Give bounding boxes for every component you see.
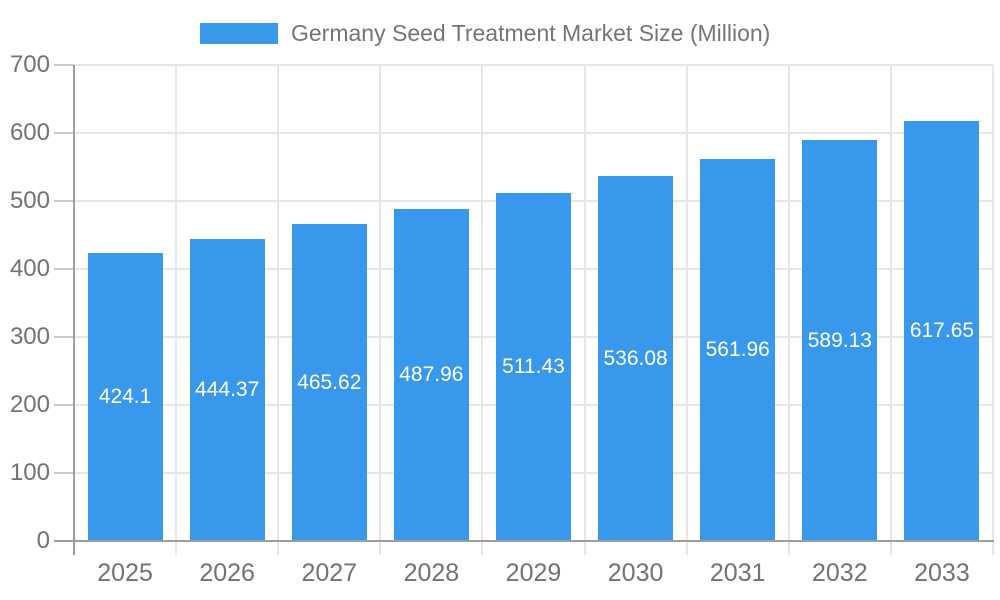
x-tick xyxy=(481,541,484,555)
x-tick xyxy=(787,541,790,555)
y-axis-line xyxy=(73,65,75,555)
bar-value-label: 617.65 xyxy=(909,318,975,342)
y-tick xyxy=(54,472,74,474)
x-tick xyxy=(175,541,178,555)
y-tick xyxy=(54,268,74,270)
x-gridline xyxy=(787,65,790,541)
x-tick xyxy=(685,541,688,555)
x-gridline xyxy=(277,65,280,541)
x-axis-label: 2029 xyxy=(505,559,562,587)
x-tick xyxy=(277,541,280,555)
y-gridline xyxy=(74,64,993,66)
y-axis-label: 700 xyxy=(9,51,50,78)
y-tick xyxy=(54,132,74,134)
y-axis-label: 200 xyxy=(9,391,50,418)
bar-value-label: 444.37 xyxy=(195,377,260,401)
y-axis-label: 400 xyxy=(9,255,50,282)
bar-value-label: 487.96 xyxy=(399,363,464,387)
x-axis-label: 2032 xyxy=(812,559,868,587)
chart-legend[interactable]: Germany Seed Treatment Market Size (Mill… xyxy=(200,18,770,48)
x-axis-label: 2030 xyxy=(607,559,664,587)
bar[interactable]: 561.96 xyxy=(700,158,776,541)
x-tick xyxy=(583,541,586,555)
bar-value-label: 536.08 xyxy=(603,346,668,370)
bar[interactable]: 511.43 xyxy=(496,193,571,541)
y-tick xyxy=(54,200,74,202)
bar[interactable]: 465.62 xyxy=(291,224,367,541)
x-gridline xyxy=(175,65,178,541)
x-axis-label: 2026 xyxy=(199,559,255,587)
x-axis-line xyxy=(73,540,994,542)
y-axis-label: 300 xyxy=(9,323,50,350)
y-tick xyxy=(54,404,74,406)
y-axis-label: 500 xyxy=(9,187,50,214)
x-tick xyxy=(379,541,382,555)
x-tick xyxy=(889,541,892,555)
bar-value-label: 561.96 xyxy=(705,337,770,361)
bar-value-label: 589.13 xyxy=(807,328,872,352)
y-axis-label: 0 xyxy=(36,527,50,554)
bar[interactable]: 487.96 xyxy=(393,209,469,541)
legend-label: Germany Seed Treatment Market Size (Mill… xyxy=(291,19,771,46)
y-axis-label: 100 xyxy=(9,459,50,486)
x-axis-label: 2028 xyxy=(403,559,460,587)
x-gridline xyxy=(481,65,484,541)
x-axis-label: 2033 xyxy=(914,559,970,587)
x-axis-label: 2031 xyxy=(709,559,766,587)
bar[interactable]: 444.37 xyxy=(189,238,265,541)
bar[interactable]: 424.1 xyxy=(87,252,163,541)
bar-value-label: 511.43 xyxy=(502,355,565,379)
y-gridline xyxy=(74,132,993,134)
x-tick xyxy=(992,541,994,555)
bar-value-label: 465.62 xyxy=(297,370,362,394)
x-gridline xyxy=(992,65,994,541)
x-axis-label: 2025 xyxy=(97,559,153,587)
x-gridline xyxy=(685,65,688,541)
x-gridline xyxy=(583,65,586,541)
y-tick xyxy=(54,336,74,338)
bar-value-label: 424.1 xyxy=(98,384,152,408)
bar[interactable]: 617.65 xyxy=(904,120,980,541)
x-gridline xyxy=(889,65,892,541)
bar[interactable]: 536.08 xyxy=(598,176,674,541)
x-axis-label: 2027 xyxy=(301,559,358,587)
legend-swatch xyxy=(200,22,278,44)
y-tick xyxy=(54,540,74,542)
y-axis-label: 600 xyxy=(9,119,50,146)
y-tick xyxy=(54,64,74,66)
bar[interactable]: 589.13 xyxy=(802,140,878,541)
x-gridline xyxy=(379,65,382,541)
